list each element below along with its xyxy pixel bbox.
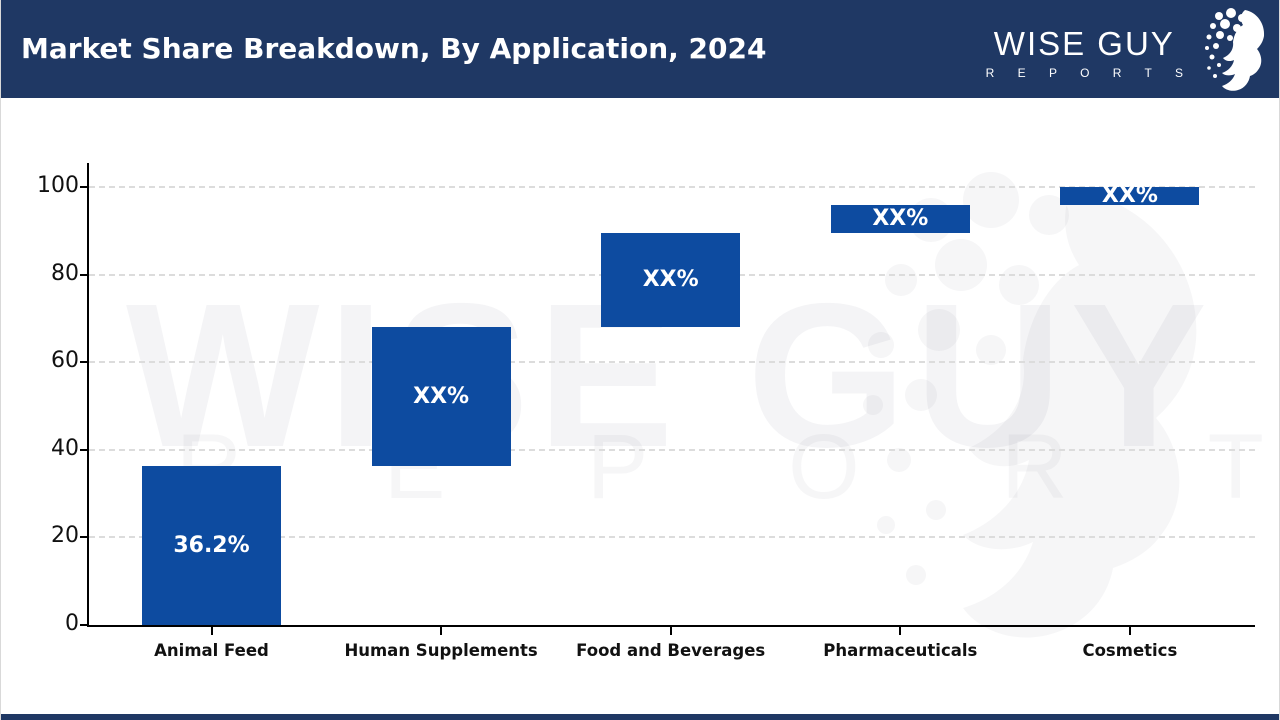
logo-text: WISE GUY R E P O R T S — [976, 25, 1193, 80]
footer-bar — [1, 714, 1279, 720]
y-tick-40 — [80, 448, 89, 451]
logo: WISE GUY R E P O R T S — [976, 8, 1267, 96]
y-tick-100 — [80, 186, 89, 188]
logo-wordmark: WISE GUY — [993, 24, 1175, 62]
logo-subtitle: R E P O R T S — [985, 65, 1193, 80]
bar-2 — [601, 232, 741, 328]
bar-0 — [142, 466, 281, 625]
y-tick-label-80: 80 — [51, 260, 79, 286]
y-tick-20 — [80, 536, 89, 539]
logo-head-icon — [1195, 8, 1267, 96]
bar-4 — [1060, 187, 1200, 205]
x-category-label-0: Animal Feed — [154, 641, 269, 660]
x-category-label-4: Cosmetics — [1082, 641, 1178, 660]
bar-3 — [830, 204, 970, 233]
y-tick-label-40: 40 — [51, 435, 79, 461]
bar-value-label-0: 36.2% — [173, 532, 250, 558]
y-tick-label-60: 60 — [51, 348, 79, 374]
x-category-label-3: Pharmaceuticals — [823, 641, 978, 660]
watermark-subtitle: R E P O R T S — [176, 415, 1279, 520]
page-title: Market Share Breakdown, By Application, … — [21, 32, 767, 65]
y-tick-label-0: 0 — [65, 611, 79, 636]
x-tick-4 — [1128, 627, 1131, 635]
bar-value-label-3: XX% — [872, 205, 929, 231]
gridline-40 — [89, 448, 1255, 451]
gridline-20 — [89, 536, 1255, 539]
bar-value-label-4: XX% — [1101, 182, 1158, 208]
y-tick-label-20: 20 — [51, 523, 79, 549]
x-tick-3 — [899, 627, 902, 635]
x-tick-0 — [210, 627, 213, 635]
bar-value-label-2: XX% — [642, 267, 699, 293]
gridline-100 — [89, 186, 1255, 188]
gridline-60 — [89, 361, 1255, 364]
x-tick-2 — [669, 627, 672, 635]
bar-1 — [371, 327, 511, 467]
y-axis — [87, 163, 89, 627]
y-tick-80 — [80, 273, 89, 276]
y-tick-label-100: 100 — [37, 173, 79, 198]
header: Market Share Breakdown, By Application, … — [1, 0, 1279, 98]
x-category-label-1: Human Supplements — [344, 641, 538, 660]
x-category-label-2: Food and Beverages — [576, 641, 766, 660]
x-tick-1 — [440, 627, 443, 635]
y-tick-60 — [80, 361, 89, 364]
y-tick-0 — [80, 624, 89, 626]
x-axis — [87, 625, 1255, 627]
bar-value-label-1: XX% — [413, 383, 470, 409]
